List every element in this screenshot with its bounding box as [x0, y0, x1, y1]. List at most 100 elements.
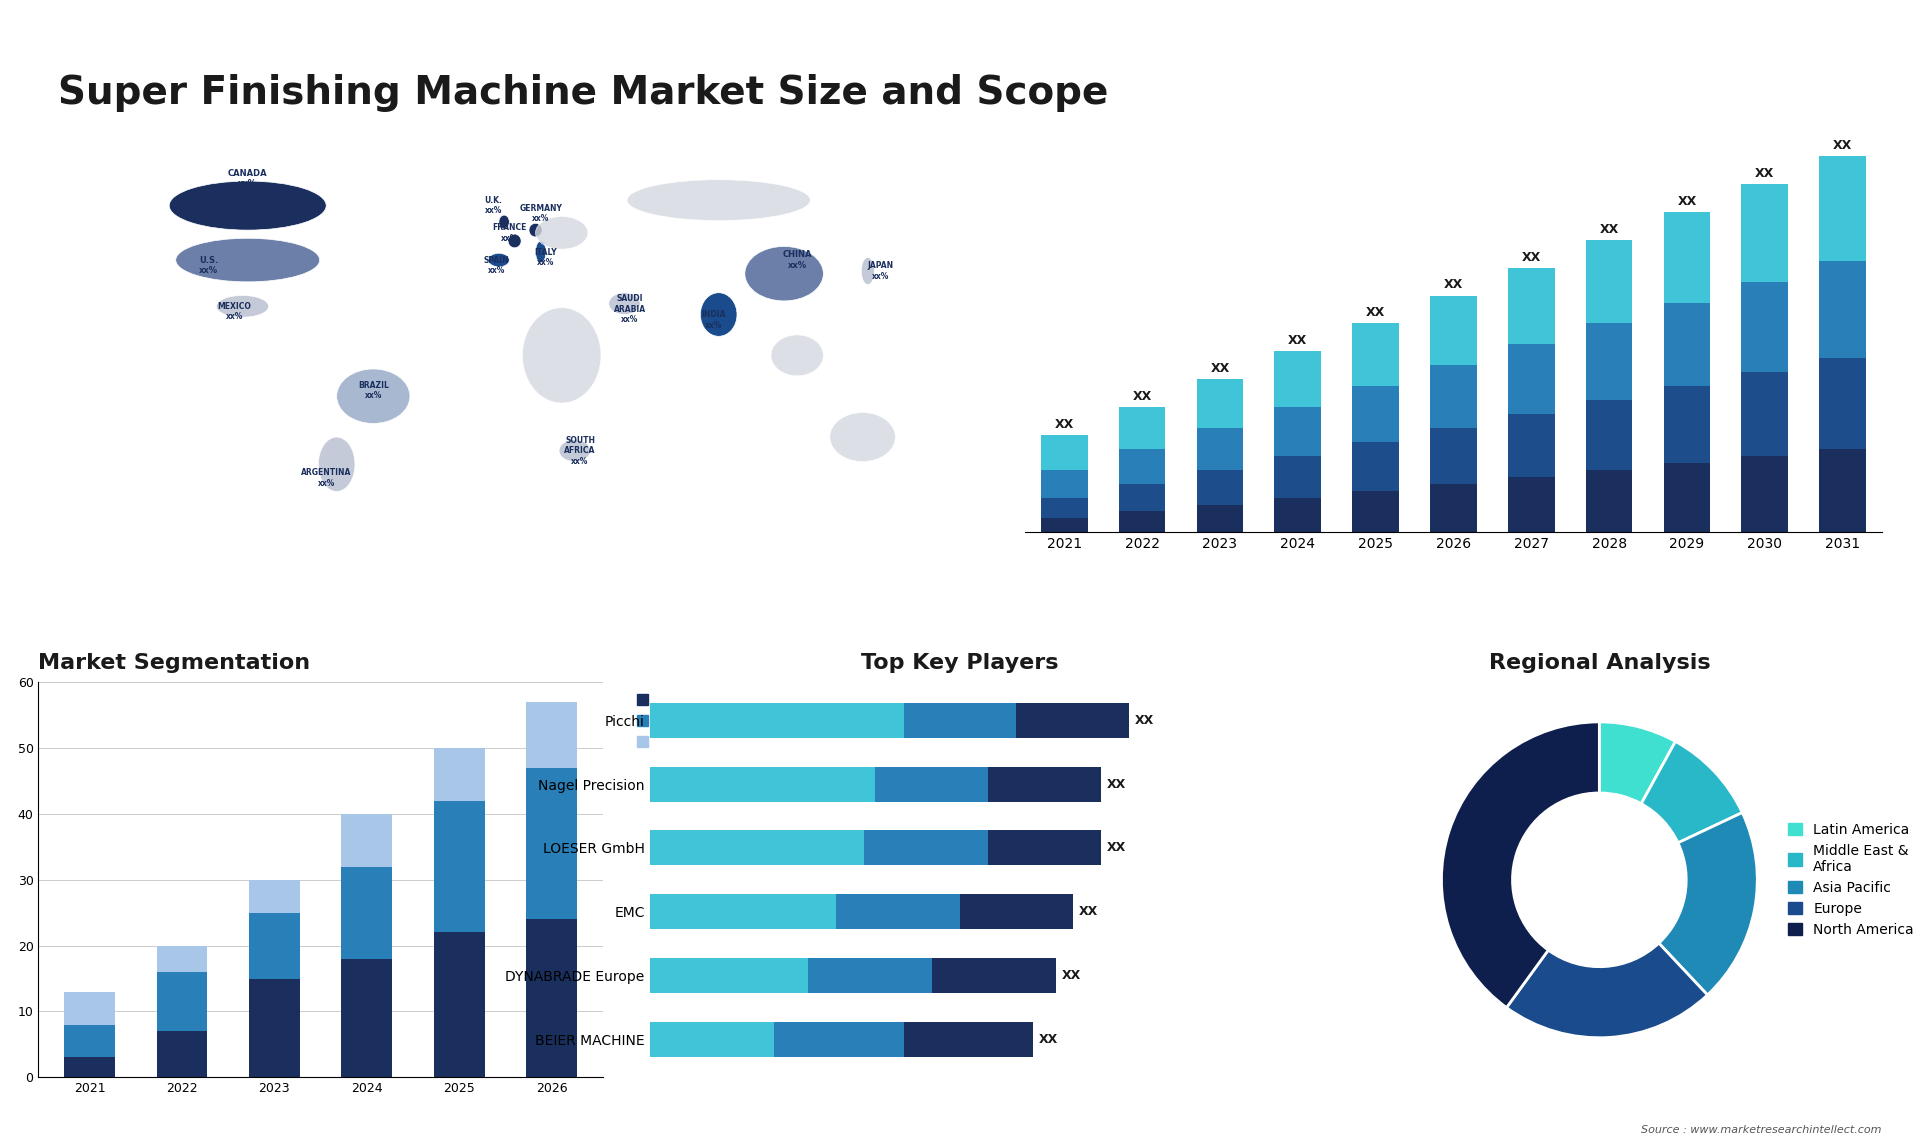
Text: XX: XX [1599, 222, 1619, 236]
Text: GERMANY
xx%: GERMANY xx% [518, 204, 563, 223]
Text: XX: XX [1678, 195, 1697, 207]
Bar [250, 880, 300, 912]
Bar [1663, 212, 1711, 303]
Ellipse shape [319, 437, 355, 492]
Bar [1352, 323, 1400, 386]
Bar [649, 958, 931, 992]
Bar [1586, 323, 1632, 400]
Bar [649, 767, 1100, 802]
Wedge shape [1642, 741, 1741, 842]
Bar [1041, 497, 1087, 518]
Text: MEXICO
xx%: MEXICO xx% [217, 303, 252, 322]
Bar [1352, 386, 1400, 442]
Wedge shape [1599, 722, 1676, 803]
Bar [1275, 456, 1321, 497]
Text: XX: XX [1106, 778, 1125, 791]
Bar [1275, 407, 1321, 456]
Wedge shape [1442, 722, 1599, 1007]
Bar [1275, 497, 1321, 533]
Bar [1820, 261, 1866, 359]
Text: XX: XX [1039, 1033, 1058, 1045]
Bar [157, 945, 207, 972]
Ellipse shape [609, 292, 639, 314]
Bar [1196, 427, 1244, 470]
Bar [1119, 407, 1165, 449]
Bar [1586, 400, 1632, 470]
Text: XX: XX [1062, 968, 1081, 982]
Text: Market Segmentation: Market Segmentation [38, 652, 311, 673]
Ellipse shape [522, 308, 601, 403]
Bar [1041, 434, 1087, 470]
Bar [1041, 518, 1087, 533]
Ellipse shape [169, 181, 326, 230]
Ellipse shape [530, 223, 541, 237]
Bar [1663, 303, 1711, 386]
Bar [250, 979, 300, 1077]
Bar [1586, 470, 1632, 533]
Ellipse shape [701, 292, 737, 336]
Bar [1507, 477, 1555, 533]
Bar [1119, 511, 1165, 533]
Text: CANADA
xx%: CANADA xx% [228, 168, 267, 188]
Bar [1430, 296, 1476, 366]
Ellipse shape [536, 241, 545, 262]
Ellipse shape [536, 217, 588, 249]
Text: XX: XX [1079, 905, 1098, 918]
Ellipse shape [745, 246, 824, 301]
Bar [1430, 427, 1476, 484]
Bar [1196, 470, 1244, 504]
Bar [526, 702, 578, 768]
Bar [1741, 456, 1788, 533]
Ellipse shape [862, 258, 874, 284]
Bar [1820, 359, 1866, 449]
Bar [157, 972, 207, 1031]
Bar [1507, 414, 1555, 477]
Text: ITALY
xx%: ITALY xx% [534, 248, 557, 267]
Ellipse shape [217, 296, 269, 317]
Wedge shape [1507, 943, 1707, 1038]
Bar [1507, 268, 1555, 344]
Ellipse shape [559, 440, 591, 462]
Bar [1586, 240, 1632, 323]
Text: SOUTH
AFRICA
xx%: SOUTH AFRICA xx% [564, 435, 595, 465]
Bar [649, 894, 1073, 929]
Bar [434, 801, 484, 933]
Text: XX: XX [1523, 251, 1542, 264]
Text: XX: XX [1444, 278, 1463, 291]
Title: Top Key Players: Top Key Players [862, 652, 1058, 673]
Title: Regional Analysis: Regional Analysis [1488, 652, 1711, 673]
Ellipse shape [488, 253, 509, 267]
Bar [63, 1025, 115, 1058]
Bar [526, 919, 578, 1077]
Bar [1041, 470, 1087, 497]
Bar [649, 704, 1129, 738]
Text: SAUDI
ARABIA
xx%: SAUDI ARABIA xx% [614, 295, 645, 324]
Bar [434, 933, 484, 1077]
Text: U.K.
xx%: U.K. xx% [484, 196, 503, 215]
Bar [526, 768, 578, 919]
Bar [649, 767, 876, 802]
Bar [250, 912, 300, 979]
Ellipse shape [772, 335, 824, 376]
Bar [1119, 484, 1165, 511]
Bar [1430, 366, 1476, 427]
Text: ARGENTINA
xx%: ARGENTINA xx% [301, 469, 351, 487]
Ellipse shape [499, 215, 509, 229]
Text: XX: XX [1210, 362, 1229, 375]
Text: XX: XX [1755, 167, 1774, 180]
Bar [434, 748, 484, 801]
Bar [649, 1021, 904, 1057]
Bar [649, 958, 1056, 992]
Bar [342, 866, 392, 959]
Bar [1741, 372, 1788, 456]
Legend: Application, Product, Geography: Application, Product, Geography [632, 690, 741, 754]
Bar [649, 894, 835, 929]
Text: SPAIN
xx%: SPAIN xx% [484, 256, 509, 275]
Bar [1119, 449, 1165, 484]
Bar [1663, 386, 1711, 463]
Bar [649, 704, 1016, 738]
Text: XX: XX [1834, 139, 1853, 152]
Bar [649, 1021, 1033, 1057]
Text: FRANCE
xx%: FRANCE xx% [492, 223, 526, 243]
Bar [157, 1031, 207, 1077]
